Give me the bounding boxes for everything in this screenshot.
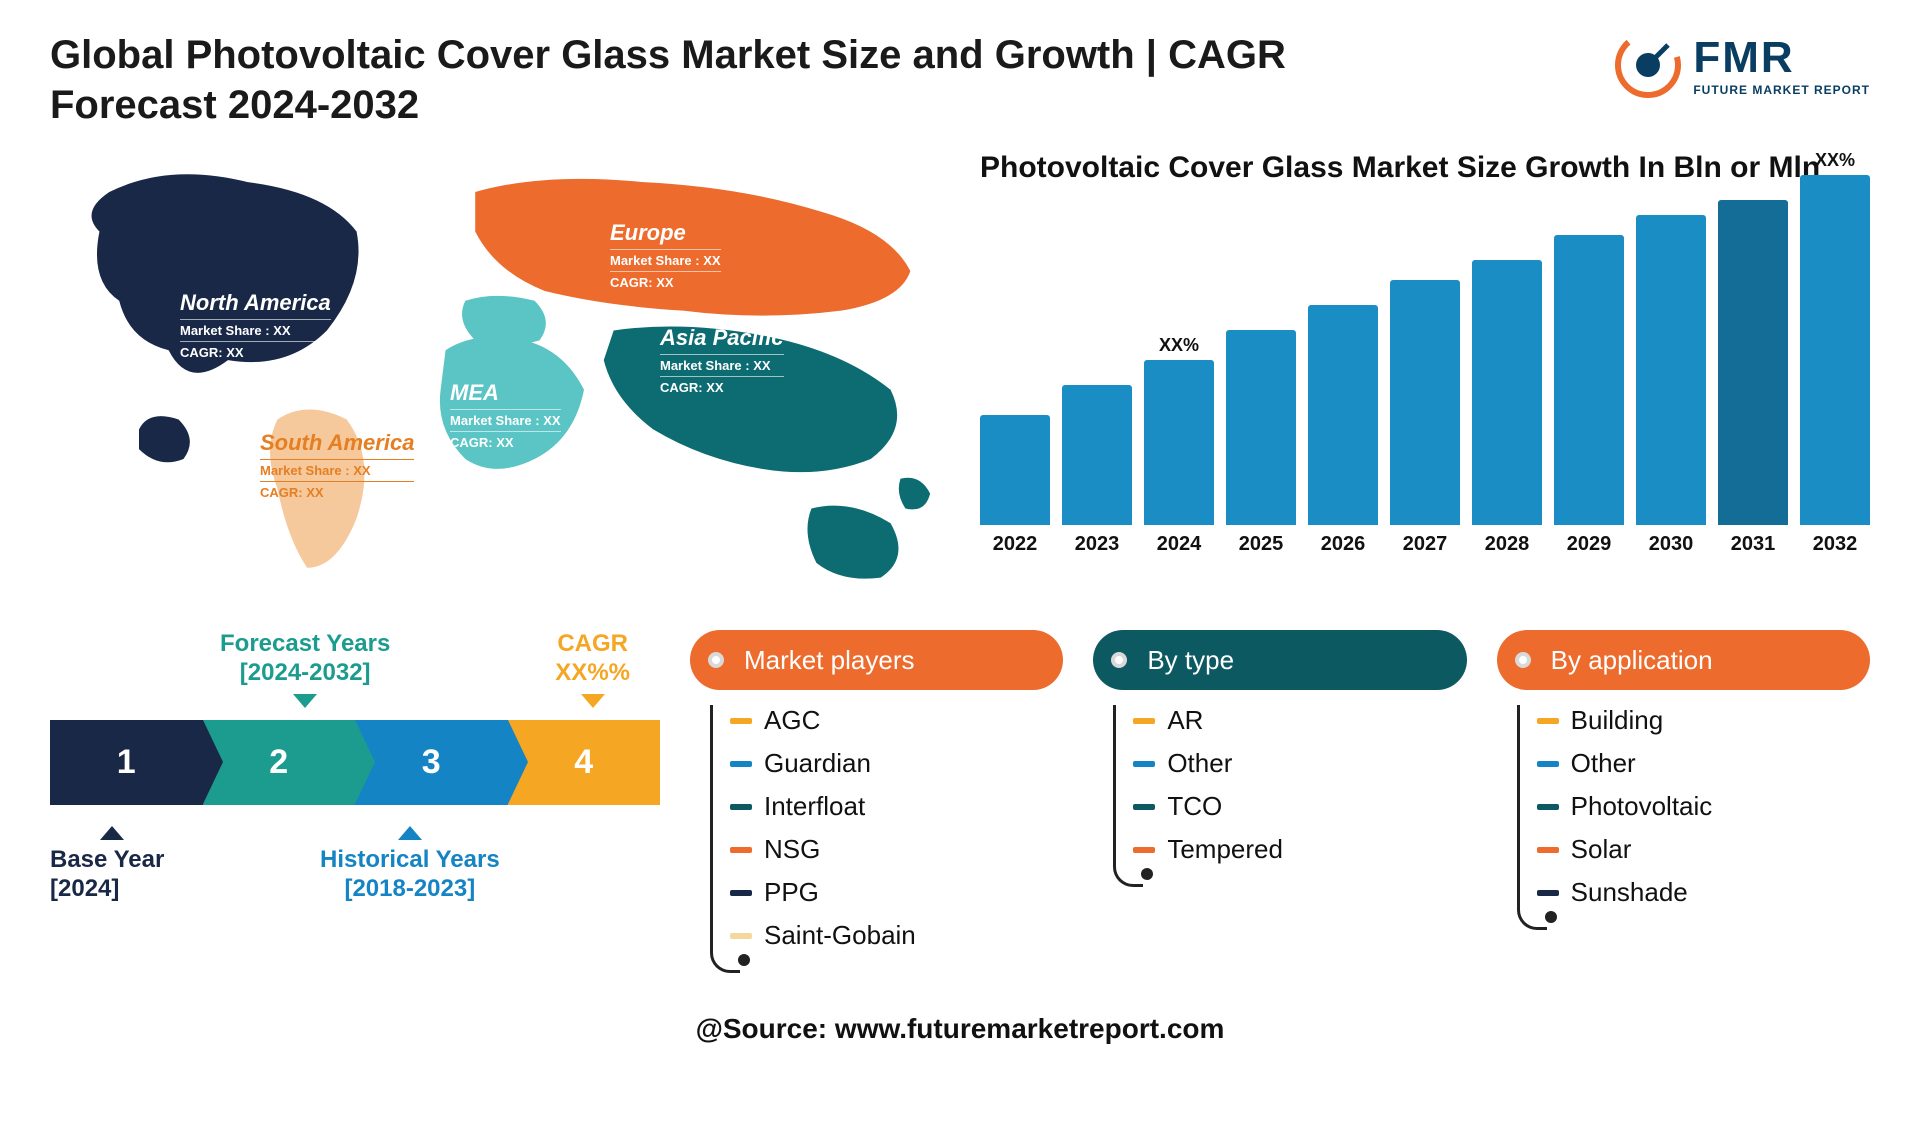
logo: FMR FUTURE MARKET REPORT bbox=[1613, 30, 1870, 100]
tl-seg-1: 1 bbox=[50, 720, 203, 805]
logo-subtext: FUTURE MARKET REPORT bbox=[1693, 83, 1870, 97]
bar-2024: XX%2024 bbox=[1144, 360, 1214, 556]
list-item: NSG bbox=[730, 834, 1063, 865]
bar-2029: 2029 bbox=[1554, 235, 1624, 556]
list-item: PPG bbox=[730, 877, 1063, 908]
logo-icon bbox=[1613, 30, 1683, 100]
region-eu: Europe Market Share : XX CAGR: XX bbox=[610, 220, 721, 290]
timeline-bar: 1 2 3 4 bbox=[50, 720, 660, 805]
region-ap: Asia Pacific Market Share : XX CAGR: XX bbox=[660, 325, 784, 395]
page-title: Global Photovoltaic Cover Glass Market S… bbox=[50, 30, 1450, 130]
list-item: AGC bbox=[730, 705, 1063, 736]
bar-2028: 2028 bbox=[1472, 260, 1542, 556]
cagr-label: CAGR XX%% bbox=[555, 630, 630, 714]
tl-seg-2: 2 bbox=[203, 720, 356, 805]
world-map: North America Market Share : XX CAGR: XX… bbox=[50, 150, 940, 590]
list-item: Solar bbox=[1537, 834, 1870, 865]
list-item: Sunshade bbox=[1537, 877, 1870, 908]
bar-2030: 2030 bbox=[1636, 215, 1706, 556]
list-item: Other bbox=[1133, 748, 1466, 779]
type-pill: By type bbox=[1093, 630, 1466, 690]
bar-2022: 2022 bbox=[980, 415, 1050, 556]
forecast-label: Forecast Years [2024-2032] bbox=[220, 630, 390, 714]
region-sa: South America Market Share : XX CAGR: XX bbox=[260, 430, 414, 500]
bar-2031: 2031 bbox=[1718, 200, 1788, 556]
base-label: Base Year [2024] bbox=[50, 820, 164, 904]
source-text: @Source: www.futuremarketreport.com bbox=[50, 1013, 1870, 1045]
tl-seg-3: 3 bbox=[355, 720, 508, 805]
chart-title: Photovoltaic Cover Glass Market Size Gro… bbox=[980, 150, 1870, 186]
list-item: TCO bbox=[1133, 791, 1466, 822]
bar-chart: Photovoltaic Cover Glass Market Size Gro… bbox=[980, 150, 1870, 590]
region-mea: MEA Market Share : XX CAGR: XX bbox=[450, 380, 561, 450]
list-item: AR bbox=[1133, 705, 1466, 736]
logo-text: FMR bbox=[1693, 33, 1870, 83]
region-na: North America Market Share : XX CAGR: XX bbox=[180, 290, 331, 360]
list-item: Tempered bbox=[1133, 834, 1466, 865]
list-item: Saint-Gobain bbox=[730, 920, 1063, 951]
tl-seg-4: 4 bbox=[508, 720, 661, 805]
market-players-section: Market players AGC Guardian Interfloat NSG P… bbox=[690, 630, 1063, 983]
list-item: Photovoltaic bbox=[1537, 791, 1870, 822]
list-item: Building bbox=[1537, 705, 1870, 736]
list-item: Other bbox=[1537, 748, 1870, 779]
bar-2027: 2027 bbox=[1390, 280, 1460, 556]
by-application-section: By application Building Other Photovoltaic… bbox=[1497, 630, 1870, 983]
list-item: Guardian bbox=[730, 748, 1063, 779]
map-svg bbox=[50, 150, 940, 590]
by-type-section: By type AR Other TCO Tempered bbox=[1093, 630, 1466, 983]
bar-2032: XX%2032 bbox=[1800, 175, 1870, 556]
list-item: Interfloat bbox=[730, 791, 1063, 822]
bar-2025: 2025 bbox=[1226, 330, 1296, 556]
timeline: Forecast Years [2024-2032] CAGR XX%% 1 2… bbox=[50, 630, 660, 983]
bar-2023: 2023 bbox=[1062, 385, 1132, 556]
hist-label: Historical Years [2018-2023] bbox=[320, 820, 500, 904]
players-pill: Market players bbox=[690, 630, 1063, 690]
app-pill: By application bbox=[1497, 630, 1870, 690]
bar-2026: 2026 bbox=[1308, 305, 1378, 556]
